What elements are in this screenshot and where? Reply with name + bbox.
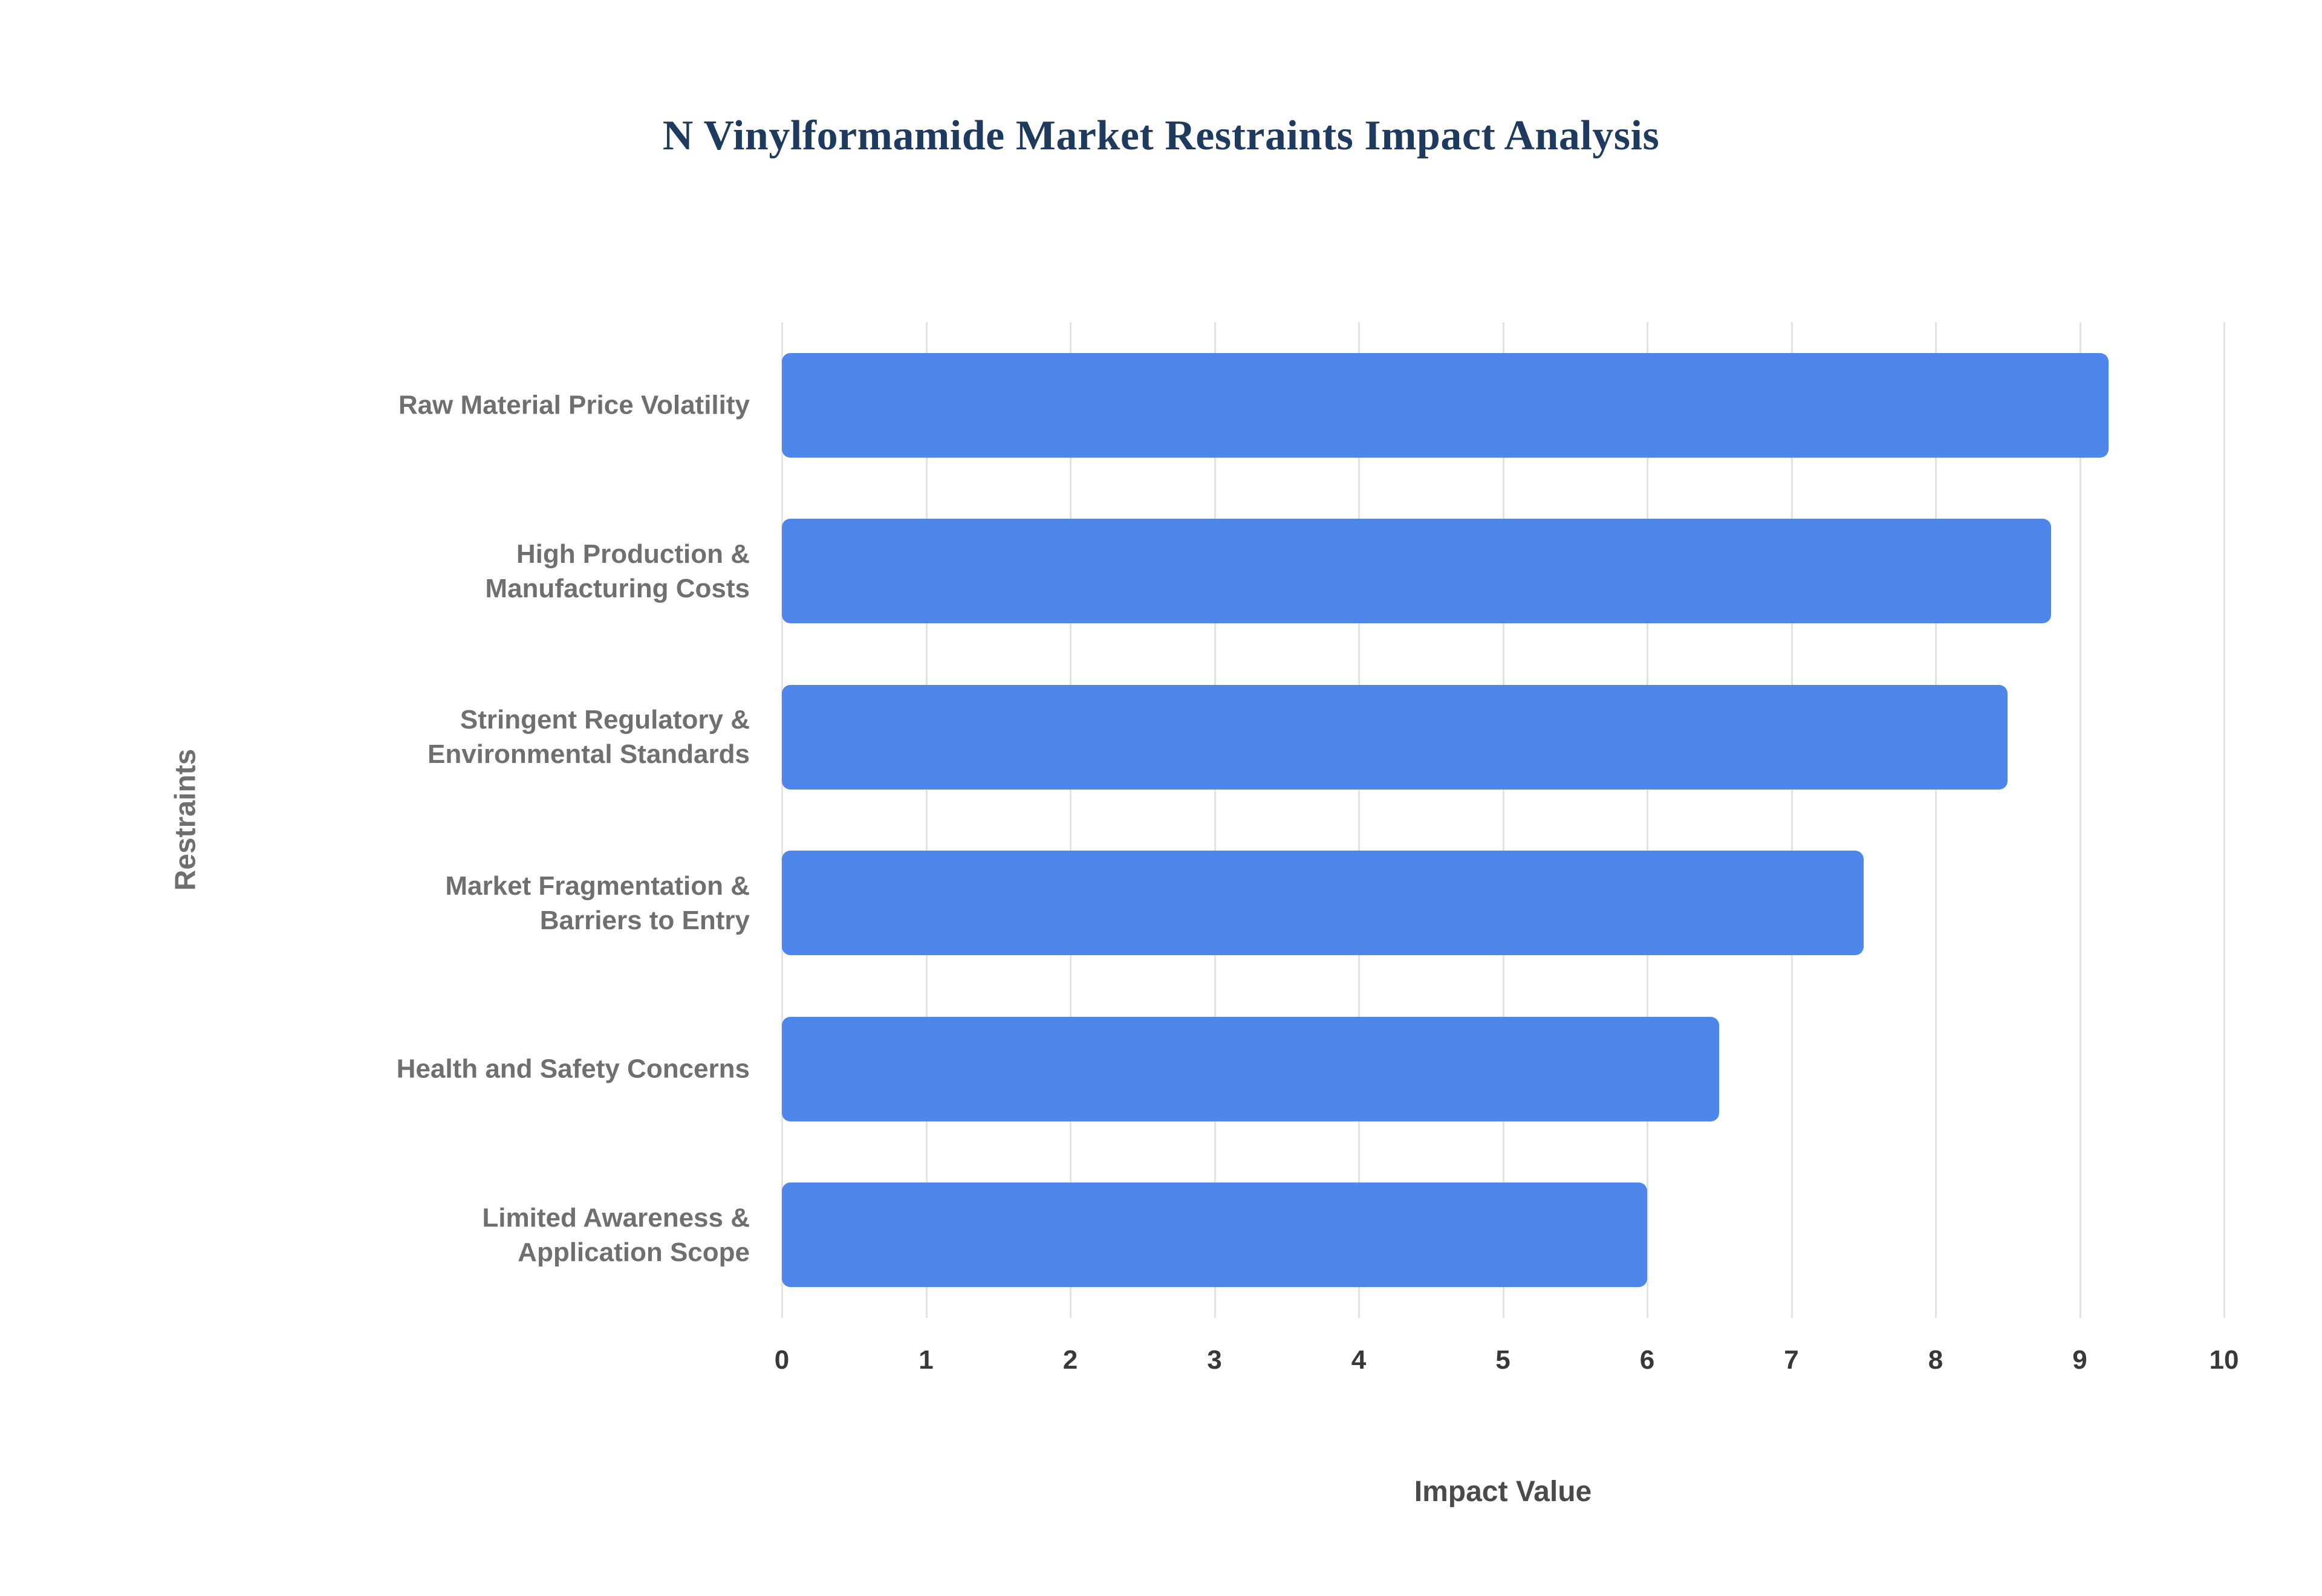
- x-axis-title: Impact Value: [1414, 1476, 1592, 1508]
- gridline: [1502, 322, 1504, 1318]
- x-tick-label: 5: [1495, 1345, 1511, 1375]
- bar-2: [782, 684, 2008, 790]
- gridline: [1070, 322, 1072, 1318]
- category-label: Health and Safety Concerns: [396, 1054, 750, 1084]
- category-label: Raw Material Price Volatility: [398, 390, 750, 420]
- gridline: [2079, 322, 2081, 1318]
- plot-area: [781, 322, 2225, 1318]
- x-tick-label: 8: [1928, 1345, 1943, 1375]
- category-labels: Raw Material Price Volatility High Produc…: [121, 322, 750, 1318]
- bar-4: [782, 1016, 1720, 1121]
- gridline: [1647, 322, 1648, 1318]
- gridline: [1358, 322, 1360, 1318]
- y-axis-title: Restraints: [169, 748, 202, 891]
- x-tick-label: 9: [2072, 1345, 2087, 1375]
- x-tick-label: 2: [1062, 1345, 1078, 1375]
- x-tick-labels: 0 1 2 3 4 5 6 7 8 9 10: [775, 1345, 2239, 1393]
- x-tick-label: 0: [774, 1345, 790, 1375]
- category-label: Market Fragmentation & Barriers to Entry: [445, 871, 750, 935]
- x-tick-label: 6: [1639, 1345, 1655, 1375]
- bar-3: [782, 851, 1864, 956]
- chart-title: N Vinylformamide Market Restraints Impac…: [662, 112, 1660, 159]
- gridline: [781, 322, 783, 1318]
- category-label: High Production & Manufacturing Costs: [485, 539, 750, 603]
- gridline: [2223, 322, 2225, 1318]
- x-tick-label: 7: [1784, 1345, 1799, 1375]
- bar-5: [782, 1182, 1647, 1288]
- category-label: Stringent Regulatory & Environmental Sta…: [427, 705, 750, 770]
- x-tick-label: 3: [1207, 1345, 1222, 1375]
- gridline: [1935, 322, 1937, 1318]
- x-tick-label: 10: [2209, 1345, 2239, 1375]
- x-tick-label: 1: [919, 1345, 934, 1375]
- gridline: [1790, 322, 1793, 1318]
- gridline: [1214, 322, 1216, 1318]
- gridline: [925, 322, 928, 1318]
- bar-1: [782, 519, 2051, 624]
- bar-0: [782, 352, 2109, 458]
- x-tick-label: 4: [1351, 1345, 1367, 1375]
- category-label: Limited Awareness & Application Scope: [482, 1202, 750, 1267]
